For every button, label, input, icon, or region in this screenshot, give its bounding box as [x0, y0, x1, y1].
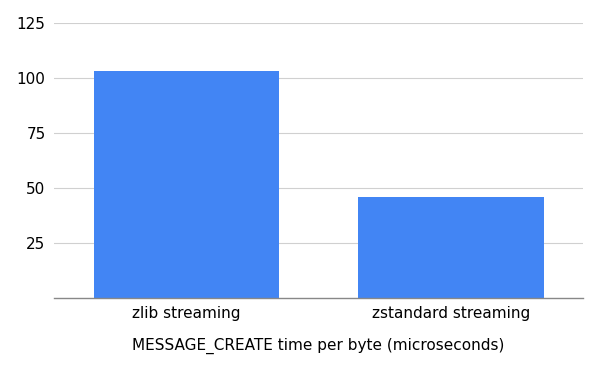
X-axis label: MESSAGE_CREATE time per byte (microseconds): MESSAGE_CREATE time per byte (microsecon… — [133, 338, 505, 354]
Bar — [94, 71, 279, 298]
Bar — [358, 197, 544, 298]
